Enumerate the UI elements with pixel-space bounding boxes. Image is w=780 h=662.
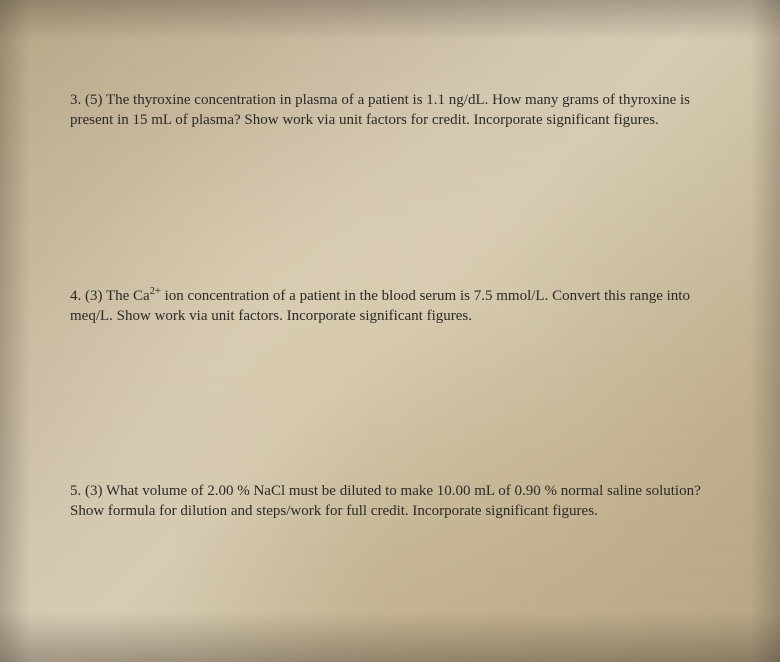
- question-number: 5.: [70, 483, 81, 499]
- question-points: (3): [85, 483, 103, 499]
- question-points: (5): [85, 92, 103, 108]
- ion-charge-superscript: 2+: [150, 286, 161, 297]
- question-text: What volume of 2.00 % NaCl must be dilut…: [70, 483, 701, 519]
- question-text-after: ion concentration of a patient in the bl…: [70, 288, 690, 324]
- question-points: (3): [85, 288, 103, 304]
- worksheet-page: 3. (5) The thyroxine concentration in pl…: [0, 0, 780, 582]
- question-text: The thyroxine concentration in plasma of…: [70, 92, 690, 128]
- question-5: 5. (3) What volume of 2.00 % NaCl must b…: [70, 481, 710, 522]
- vignette-bottom: [0, 612, 780, 662]
- question-number: 3.: [70, 92, 81, 108]
- question-4: 4. (3) The Ca2+ ion concentration of a p…: [70, 286, 710, 327]
- question-text-before: The Ca: [106, 288, 150, 304]
- question-3: 3. (5) The thyroxine concentration in pl…: [70, 90, 710, 131]
- question-number: 4.: [70, 288, 81, 304]
